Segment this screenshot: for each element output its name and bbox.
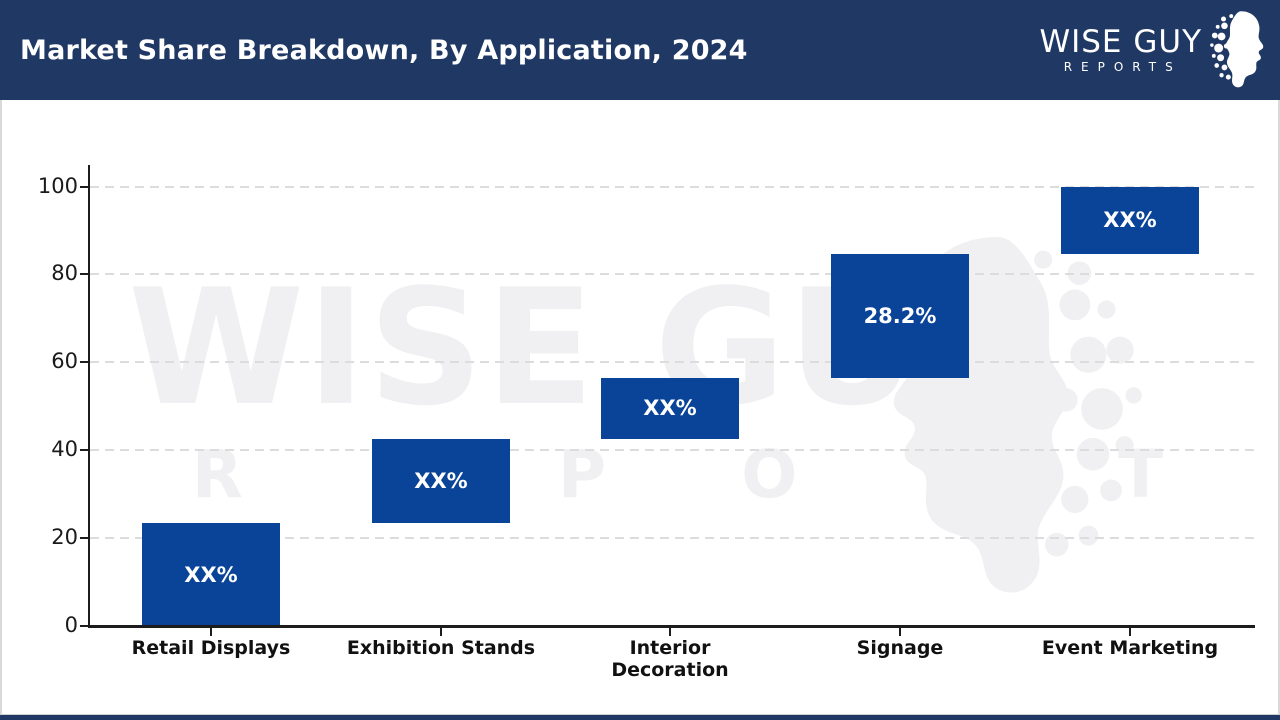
- bar-event-marketing: XX%: [1061, 186, 1199, 254]
- y-tick-label-40: 40: [51, 437, 78, 462]
- y-tick-label-60: 60: [51, 349, 78, 374]
- x-tick-label-exhibition-stands: Exhibition Stands: [346, 637, 536, 659]
- gridline-40: [90, 449, 1255, 452]
- bar-value-label-interior-decoration: XX%: [643, 396, 697, 421]
- y-tick-20: [80, 537, 89, 540]
- bar-value-label-event-marketing: XX%: [1103, 208, 1157, 233]
- x-tick-label-retail-displays: Retail Displays: [131, 637, 291, 659]
- bar-signage: 28.2%: [831, 253, 969, 378]
- y-axis-line: [88, 165, 90, 628]
- gridline-100: [90, 185, 1255, 188]
- x-tick-label-signage: Signage: [856, 637, 944, 659]
- x-tick-retail-displays: [210, 627, 212, 636]
- logo-head-icon: [1210, 11, 1264, 88]
- brand-logo: WISE GUY REPORTS: [1039, 8, 1270, 92]
- x-axis-line: [88, 625, 1255, 628]
- header: Market Share Breakdown, By Application, …: [0, 0, 1280, 100]
- logo-text: WISE GUY REPORTS: [1039, 26, 1202, 75]
- y-tick-100: [80, 185, 89, 188]
- y-tick-80: [80, 273, 89, 276]
- logo-subtitle: REPORTS: [1063, 60, 1182, 75]
- gridline-80: [90, 273, 1255, 276]
- gridline-60: [90, 361, 1255, 364]
- y-tick-40: [80, 449, 89, 452]
- bar-value-label-exhibition-stands: XX%: [414, 469, 468, 494]
- y-tick-label-20: 20: [51, 525, 78, 550]
- y-tick-60: [80, 361, 89, 364]
- x-tick-label-event-marketing: Event Marketing: [1041, 637, 1219, 659]
- x-tick-signage: [899, 627, 901, 636]
- y-tick-0: [80, 625, 89, 627]
- bar-value-label-signage: 28.2%: [863, 303, 937, 328]
- y-tick-label-80: 80: [51, 261, 78, 286]
- gridline-20: [90, 537, 1255, 540]
- footer-bar: [0, 714, 1280, 720]
- y-tick-label-100: 100: [37, 173, 78, 198]
- x-tick-exhibition-stands: [440, 627, 442, 636]
- x-tick-interior-decoration: [669, 627, 671, 636]
- bar-value-label-retail-displays: XX%: [184, 562, 238, 587]
- bar-retail-displays: XX%: [142, 523, 280, 626]
- y-tick-label-0: 0: [64, 613, 78, 638]
- page-title: Market Share Breakdown, By Application, …: [20, 34, 748, 66]
- x-tick-label-interior-decoration: Interior Decoration: [611, 637, 729, 681]
- bar-exhibition-stands: XX%: [372, 439, 510, 524]
- logo-wordmark: WISE GUY: [1039, 23, 1202, 60]
- bar-interior-decoration: XX%: [601, 377, 739, 440]
- x-tick-event-marketing: [1129, 627, 1131, 636]
